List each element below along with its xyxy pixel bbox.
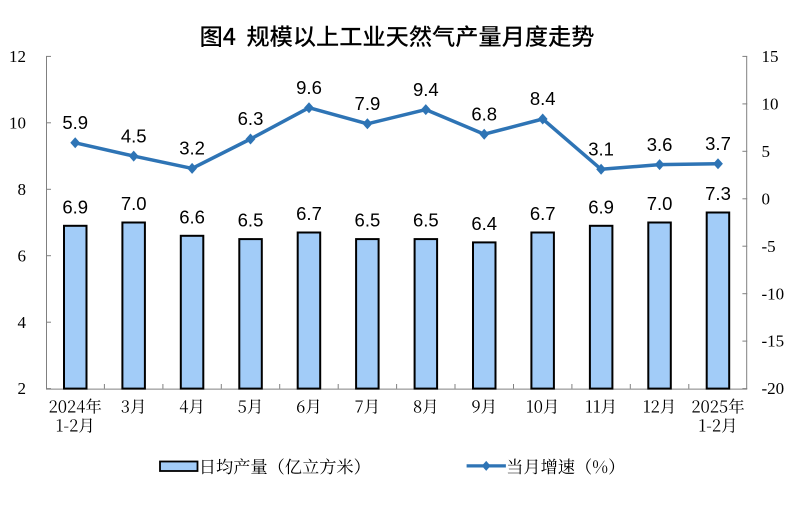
svg-text:2: 2 xyxy=(18,379,27,398)
svg-text:12: 12 xyxy=(9,47,26,66)
svg-text:3.6: 3.6 xyxy=(647,134,673,155)
svg-text:7.9: 7.9 xyxy=(355,93,381,114)
svg-text:6.9: 6.9 xyxy=(62,196,88,217)
svg-text:10: 10 xyxy=(762,95,779,114)
svg-text:-15: -15 xyxy=(762,332,785,351)
svg-text:6: 6 xyxy=(18,246,27,265)
svg-text:15: 15 xyxy=(762,47,779,66)
svg-text:-20: -20 xyxy=(762,379,785,398)
svg-text:4.5: 4.5 xyxy=(121,125,147,146)
svg-text:8.4: 8.4 xyxy=(530,88,556,109)
svg-text:-5: -5 xyxy=(762,237,776,256)
svg-text:9.4: 9.4 xyxy=(413,79,439,100)
svg-text:3.1: 3.1 xyxy=(588,139,614,160)
svg-text:4: 4 xyxy=(18,313,27,332)
svg-text:5.9: 5.9 xyxy=(62,112,88,133)
svg-text:8: 8 xyxy=(18,180,27,199)
svg-text:6.4: 6.4 xyxy=(471,213,497,234)
svg-text:3.7: 3.7 xyxy=(705,133,731,154)
svg-text:6.5: 6.5 xyxy=(355,210,381,231)
svg-text:6.9: 6.9 xyxy=(588,196,614,217)
svg-text:6.8: 6.8 xyxy=(471,103,497,124)
svg-text:6.7: 6.7 xyxy=(296,203,322,224)
svg-text:7.0: 7.0 xyxy=(121,193,147,214)
svg-text:6.7: 6.7 xyxy=(530,203,556,224)
svg-text:7.3: 7.3 xyxy=(705,183,731,204)
svg-text:7.0: 7.0 xyxy=(647,193,673,214)
svg-text:9.6: 9.6 xyxy=(296,77,322,98)
svg-text:5: 5 xyxy=(762,142,771,161)
svg-text:0: 0 xyxy=(762,189,771,208)
svg-text:-10: -10 xyxy=(762,284,785,303)
svg-text:6.5: 6.5 xyxy=(238,210,264,231)
svg-text:6.6: 6.6 xyxy=(179,206,205,227)
svg-text:6.3: 6.3 xyxy=(238,108,264,129)
svg-text:6.5: 6.5 xyxy=(413,210,439,231)
svg-text:3.2: 3.2 xyxy=(179,138,205,159)
svg-text:10: 10 xyxy=(9,113,26,132)
